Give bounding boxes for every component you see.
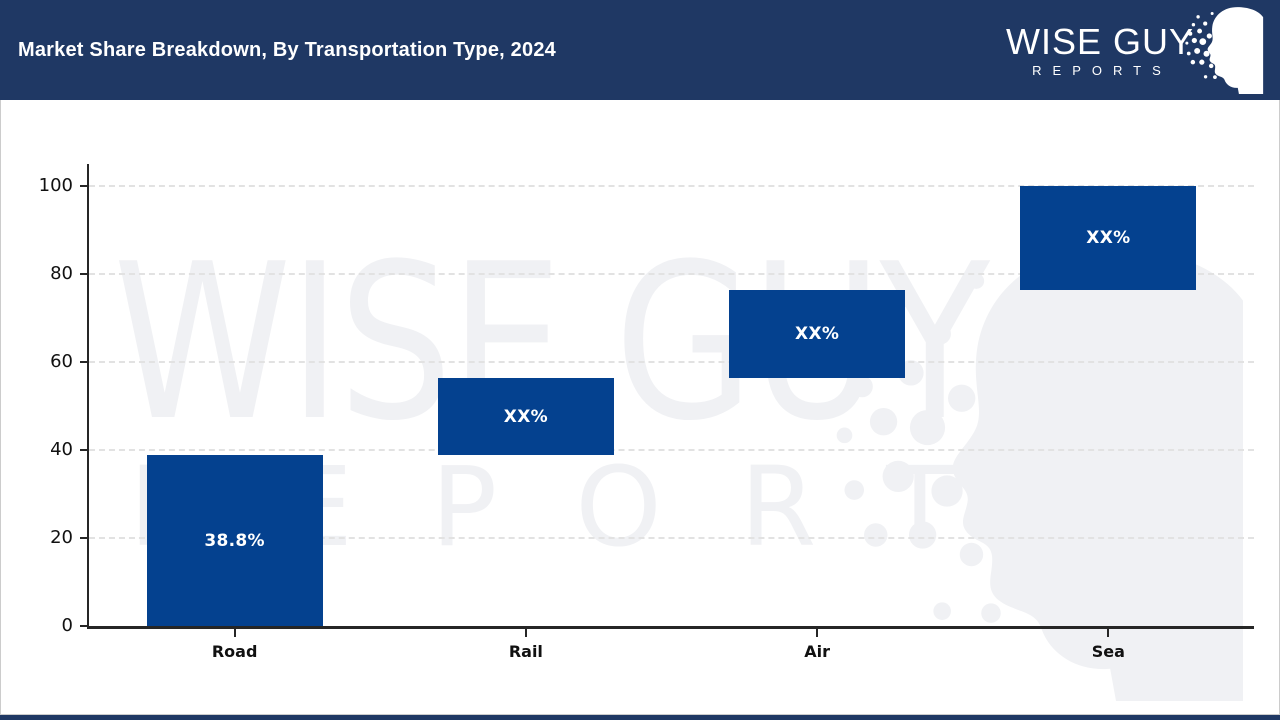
bar-value-label-rail: XX%: [503, 406, 548, 427]
bar-value-label-air: XX%: [795, 323, 840, 344]
x-tick-label-sea: Sea: [1091, 642, 1125, 661]
brand-tagline: REPORTS: [1032, 62, 1172, 78]
bar-air: XX%: [729, 289, 906, 378]
y-tick-20: [80, 537, 89, 539]
x-axis-spine: [87, 626, 1254, 629]
y-tick-100: [80, 185, 89, 187]
bar-sea: XX%: [1020, 186, 1197, 290]
bar-rail: XX%: [437, 377, 614, 456]
chart-title: Market Share Breakdown, By Transportatio…: [18, 38, 556, 61]
brand-logo: WISE GUY REPORTS: [1006, 6, 1266, 94]
y-tick-label-20: 20: [50, 527, 73, 548]
x-tick-label-road: Road: [211, 642, 258, 661]
x-tick-label-rail: Rail: [508, 642, 543, 661]
footer-accent-bar: [0, 715, 1280, 720]
bar-road: 38.8%: [146, 455, 323, 626]
y-tick-60: [80, 361, 89, 363]
bar-value-label-sea: XX%: [1086, 227, 1131, 248]
logo-face-icon: [1180, 6, 1266, 94]
y-tick-label-100: 100: [38, 175, 73, 196]
header-bar: Market Share Breakdown, By Transportatio…: [0, 0, 1280, 100]
y-tick-label-40: 40: [50, 439, 73, 460]
y-tick-label-0: 0: [61, 615, 73, 636]
gridline-40: [89, 449, 1254, 451]
y-tick-label-80: 80: [50, 263, 73, 284]
x-tick-air: [816, 629, 819, 637]
y-tick-40: [80, 449, 89, 451]
bar-value-label-road: 38.8%: [204, 530, 265, 551]
gridline-60: [89, 361, 1254, 363]
x-tick-road: [233, 629, 236, 637]
brand-logo-text: WISE GUY REPORTS: [1005, 20, 1194, 78]
chart-plot-area: WISE GUY REPORTS 0 20 40 60 80 100 Road 38.8% Ra…: [0, 100, 1280, 715]
y-axis-spine: [87, 164, 89, 629]
y-tick-80: [80, 273, 89, 275]
x-tick-rail: [524, 629, 527, 637]
brand-name: WISE GUY: [1005, 20, 1194, 62]
gridline-100: [89, 185, 1254, 187]
y-tick-0: [80, 625, 89, 627]
y-tick-label-60: 60: [50, 351, 73, 372]
gridline-80: [89, 273, 1254, 275]
x-tick-label-air: Air: [804, 642, 830, 661]
x-tick-sea: [1107, 629, 1110, 637]
gridline-20: [89, 537, 1254, 539]
